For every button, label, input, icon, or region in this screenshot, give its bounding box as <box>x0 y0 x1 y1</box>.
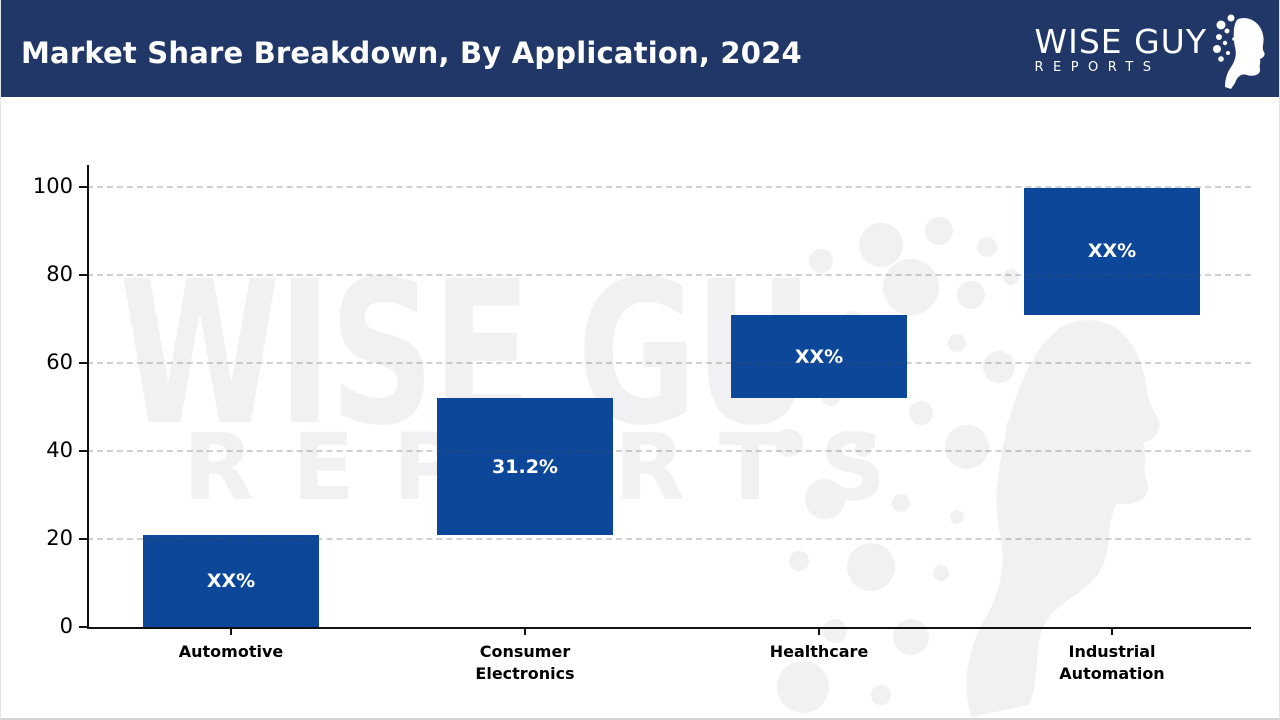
y-axis-line <box>87 165 89 629</box>
bar-value-label: XX% <box>794 345 844 368</box>
bar-industrial-automation: XX% <box>1024 187 1200 316</box>
header: Market Share Breakdown, By Application, … <box>1 0 1279 97</box>
x-tick-mark <box>1111 627 1113 635</box>
bar-value-label: XX% <box>1087 240 1137 263</box>
brand-wordmark: WISE GUY REPORTS <box>1034 25 1207 74</box>
x-tick-mark <box>230 627 232 635</box>
gridline-20 <box>87 537 1251 540</box>
bar-value-label: 31.2% <box>492 455 558 478</box>
bar-consumer-electronics: 31.2% <box>437 398 613 536</box>
x-category-label: Consumer Electronics <box>475 642 575 683</box>
y-tick-label-40: 40 <box>46 437 73 462</box>
y-tick-mark <box>79 185 87 188</box>
bar-automotive: XX% <box>143 535 319 627</box>
y-tick-mark <box>79 626 87 628</box>
x-axis-line <box>87 627 1251 629</box>
bar-value-label: XX% <box>206 570 256 593</box>
y-tick-mark <box>79 273 87 276</box>
y-tick-label-60: 60 <box>46 349 73 374</box>
bar-healthcare: XX% <box>731 315 907 399</box>
gridline-60 <box>87 361 1251 364</box>
page-title: Market Share Breakdown, By Application, … <box>21 35 802 70</box>
y-tick-mark <box>79 361 87 364</box>
gridline-80 <box>87 273 1251 276</box>
y-tick-mark <box>79 449 87 452</box>
y-tick-label-20: 20 <box>46 525 73 550</box>
y-tick-label-100: 100 <box>32 173 73 198</box>
x-tick-mark <box>818 627 820 635</box>
x-tick-mark <box>524 627 526 635</box>
gridline-100 <box>87 185 1251 188</box>
brand-head-icon <box>1213 14 1265 89</box>
x-category-label: Healthcare <box>769 642 869 661</box>
brand-logo: WISE GUY REPORTS <box>1034 11 1267 89</box>
y-tick-mark <box>79 537 87 540</box>
y-tick-label-80: 80 <box>46 261 73 286</box>
x-category-label: Automotive <box>178 642 284 661</box>
x-category-label: Industrial Automation <box>1059 642 1165 683</box>
brand-subtitle: REPORTS <box>1034 60 1161 75</box>
gridline-40 <box>87 449 1251 452</box>
waterfall-chart: WISE GU REPORTS XX%31.2%XX%XX% <box>1 97 1279 718</box>
brand-name: WISE GUY <box>1034 22 1207 61</box>
y-tick-label-0: 0 <box>59 614 73 638</box>
